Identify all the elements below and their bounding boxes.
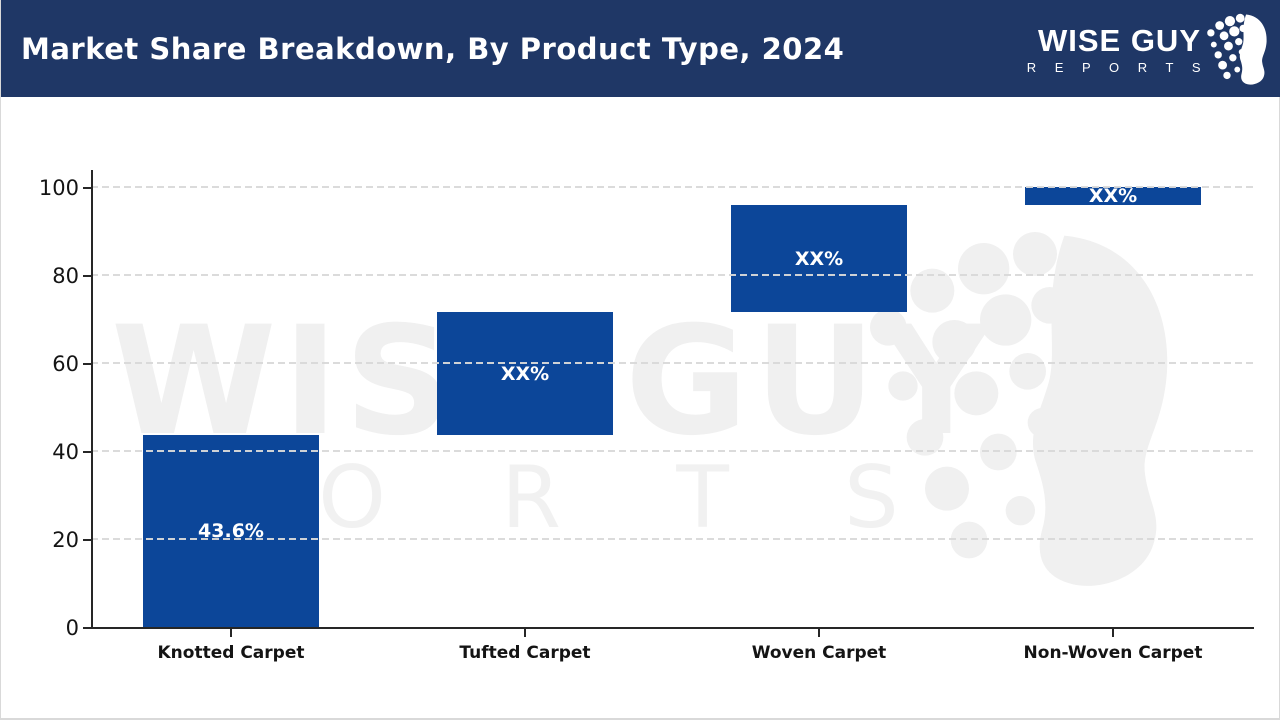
- wise-guy-logo: WISE GUY R E P O R T S: [1027, 6, 1271, 92]
- y-tick-label: 100: [38, 176, 79, 200]
- y-tick: [83, 627, 91, 629]
- gridline: [91, 274, 1254, 276]
- y-tick-label: 0: [65, 616, 79, 640]
- y-tick: [83, 363, 91, 365]
- gridline: [91, 186, 1254, 188]
- bar-segment: [731, 204, 907, 313]
- x-tick: [818, 629, 820, 637]
- waterfall-chart: 43.6% XX% XX% XX% 0 20 40 60 80 100 Knotted Carpet…: [1, 97, 1280, 717]
- y-tick: [83, 187, 91, 189]
- y-axis-line: [91, 170, 93, 629]
- logo-brand-text: WISE GUY: [1037, 22, 1201, 58]
- logo-reports-text: R E P O R T S: [1026, 59, 1208, 75]
- y-tick-label: 40: [52, 440, 79, 464]
- x-axis-line: [91, 627, 1254, 629]
- bar-segment: [437, 312, 613, 436]
- header-bar: Market Share Breakdown, By Product Type,…: [1, 0, 1280, 97]
- y-tick: [83, 275, 91, 277]
- y-tick-label: 80: [52, 264, 79, 288]
- bar-value-label: XX%: [794, 247, 844, 270]
- bar-value-label: 43.6%: [198, 520, 264, 543]
- y-tick-label: 60: [52, 352, 79, 376]
- bar-value-label: XX%: [1088, 184, 1138, 207]
- bar-value-label: XX%: [500, 362, 550, 385]
- x-category-label: Knotted Carpet: [157, 643, 305, 663]
- gridline: [91, 538, 1254, 540]
- x-category-label: Non-Woven Carpet: [1023, 643, 1203, 663]
- gridline: [91, 450, 1254, 452]
- x-tick: [1112, 629, 1114, 637]
- logo-face-icon: [1207, 13, 1267, 85]
- x-tick: [524, 629, 526, 637]
- y-tick-label: 20: [52, 528, 79, 552]
- bar-segment: [1025, 187, 1201, 205]
- x-category-label: Woven Carpet: [751, 643, 887, 663]
- x-tick: [230, 629, 232, 637]
- page-title: Market Share Breakdown, By Product Type,…: [21, 31, 845, 66]
- bar-segment: [143, 435, 319, 627]
- gridline: [91, 362, 1254, 364]
- x-category-label: Tufted Carpet: [459, 643, 591, 663]
- y-tick: [83, 539, 91, 541]
- y-tick: [83, 451, 91, 453]
